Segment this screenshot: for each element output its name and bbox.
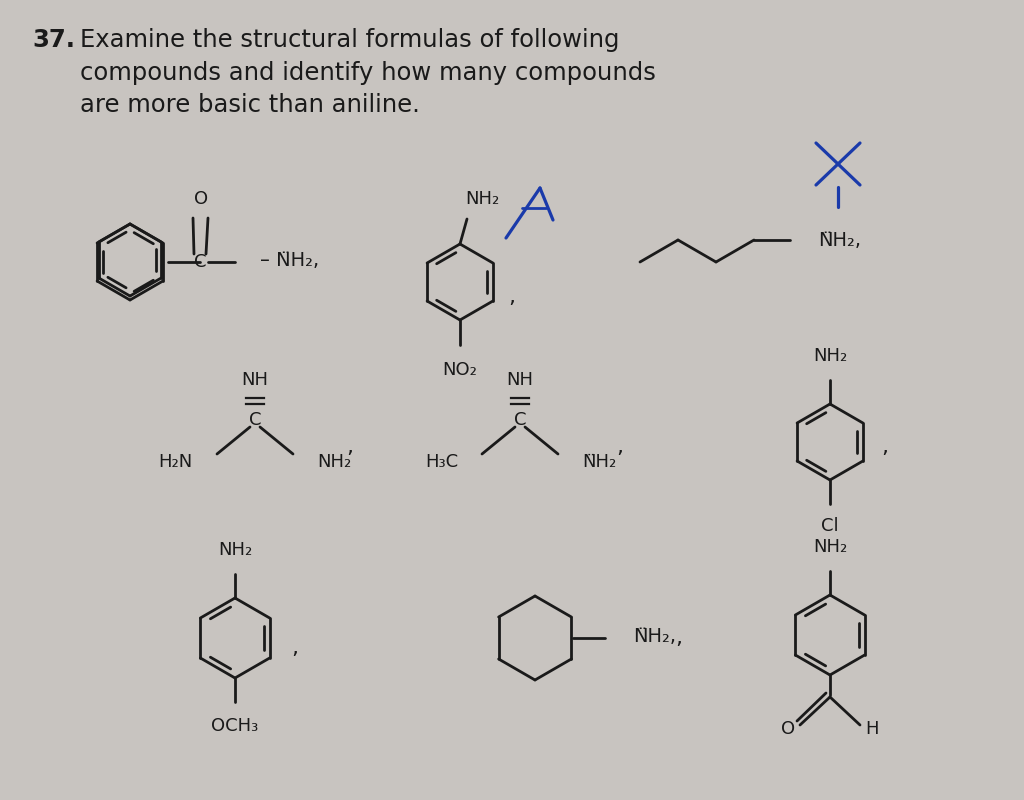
Text: H₂N: H₂N (159, 453, 193, 471)
Text: ,: , (292, 638, 299, 658)
Text: O: O (781, 720, 795, 738)
Text: OCH₃: OCH₃ (211, 717, 259, 735)
Text: ,: , (508, 287, 515, 307)
Text: ,: , (675, 628, 682, 648)
Text: – N̈H₂,: – N̈H₂, (260, 251, 319, 270)
Text: NH: NH (242, 371, 268, 389)
Text: H: H (865, 720, 879, 738)
Text: NH₂: NH₂ (465, 190, 499, 208)
Text: NH₂: NH₂ (813, 538, 847, 556)
Text: ,: , (616, 437, 624, 457)
Text: N̈H₂,: N̈H₂, (818, 230, 861, 250)
Text: Examine the structural formulas of following
compounds and identify how many com: Examine the structural formulas of follo… (80, 28, 656, 117)
Text: NH₂: NH₂ (317, 453, 351, 471)
Text: O: O (194, 190, 208, 208)
Text: N̈H₂,: N̈H₂, (634, 627, 677, 646)
Text: ,: , (346, 437, 353, 457)
Text: NH₂: NH₂ (813, 347, 847, 365)
Text: NH: NH (507, 371, 534, 389)
Text: H₃C: H₃C (425, 453, 458, 471)
Text: NH₂: NH₂ (218, 541, 252, 559)
Text: 37.: 37. (32, 28, 75, 52)
Text: NO₂: NO₂ (442, 361, 477, 379)
Text: C: C (249, 411, 261, 429)
Text: ,: , (882, 437, 889, 457)
Text: N̈H₂: N̈H₂ (582, 453, 616, 471)
Text: Cl: Cl (821, 517, 839, 535)
Text: C: C (514, 411, 526, 429)
Text: C: C (194, 253, 206, 271)
